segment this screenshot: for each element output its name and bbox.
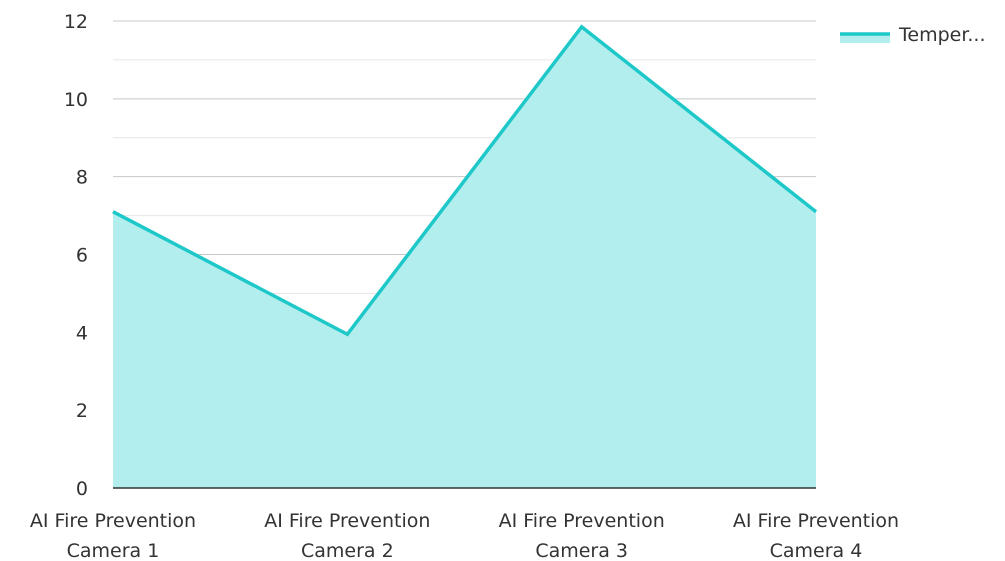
y-tick-label: 8 [76,167,88,189]
x-tick-label-line: AI Fire Prevention [499,510,665,532]
x-tick-label: AI Fire Prevention Camera 4 [733,510,899,561]
legend-swatch [840,34,890,43]
x-tick-label-line: Camera 4 [770,540,863,561]
series-area [113,26,816,489]
x-tick-label: AI Fire Prevention Camera 3 [499,510,665,561]
plot-area [112,24,818,489]
x-tick-label: AI Fire Prevention Camera 2 [264,510,430,561]
y-tick-label: 2 [76,400,88,422]
series-line [112,24,818,337]
y-tick-label: 12 [64,11,88,33]
x-tick-label-line: Camera 2 [301,540,394,561]
x-tick-label-line: Camera 1 [67,540,160,561]
x-tick-label-line: Camera 3 [535,540,628,561]
x-tick-label-line: AI Fire Prevention [30,510,196,532]
y-tick-label: 6 [76,245,88,267]
x-tick-label: AI Fire Prevention Camera 1 [30,510,196,561]
legend: Temper... [840,24,986,46]
x-tick-label-line: AI Fire Prevention [264,510,430,532]
y-tick-label: 0 [76,478,88,500]
y-tick-label: 10 [64,89,88,111]
x-tick-label-line: AI Fire Prevention [733,510,899,532]
legend-label: Temper... [898,24,986,46]
y-tick-label: 4 [76,322,88,344]
